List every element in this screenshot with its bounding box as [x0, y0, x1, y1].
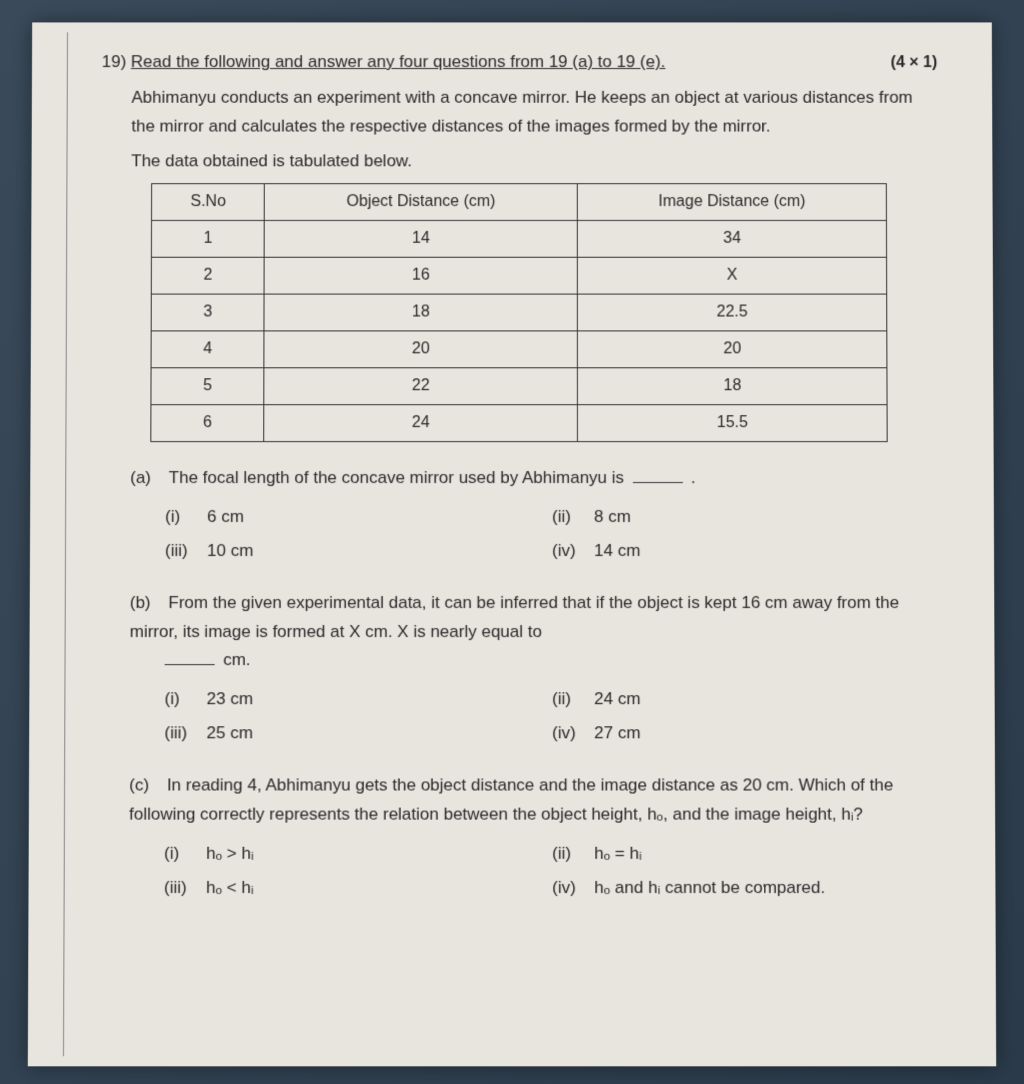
table-cell: 14: [265, 220, 578, 257]
table-cell: 3: [151, 294, 264, 331]
subquestion-text: From the given experimental data, it can…: [130, 593, 900, 641]
table-cell: X: [577, 257, 887, 294]
table-cell: 6: [151, 404, 264, 441]
option-label: (iv): [552, 878, 594, 898]
option: (iii) 10 cm: [165, 541, 552, 561]
option-text: 27 cm: [594, 724, 640, 744]
subquestion-c: (c) In reading 4, Abhimanyu gets the obj…: [99, 772, 941, 898]
table-cell: 20: [264, 331, 577, 368]
table-cell: 18: [264, 294, 577, 331]
marks-label: (4 × 1): [891, 54, 938, 72]
option-label: (ii): [552, 690, 594, 710]
table-header: S.No: [152, 183, 265, 220]
subquestion-a: (a) The focal length of the concave mirr…: [100, 464, 939, 561]
option-text: 23 cm: [207, 690, 253, 710]
option: (iii) 25 cm: [164, 724, 552, 744]
table-row: 5 22 18: [151, 368, 887, 405]
option: (i) 6 cm: [165, 507, 552, 527]
option-text: hₒ = hᵢ: [594, 844, 642, 864]
option-label: (iii): [164, 724, 206, 744]
table-cell: 4: [151, 331, 264, 368]
option-text: 24 cm: [594, 690, 640, 710]
exam-paper-page: 19) Read the following and answer any fo…: [28, 22, 996, 1066]
table-cell: 1: [151, 220, 264, 257]
table-cell: 2: [151, 257, 264, 294]
question-paragraph: Abhimanyu conducts an experiment with a …: [101, 84, 937, 141]
options-grid: (i) hₒ > hᵢ (ii) hₒ = hᵢ (iii) hₒ < hᵢ (…: [129, 844, 941, 898]
table-cell: 18: [577, 368, 887, 405]
option-text: hₒ > hᵢ: [206, 844, 254, 864]
table-cell: 24: [264, 404, 577, 441]
option: (i) 23 cm: [164, 690, 552, 710]
question-number: 19): [102, 52, 127, 71]
option-label: (i): [165, 507, 207, 527]
option-label: (iv): [552, 541, 594, 561]
table-cell: 34: [577, 220, 887, 257]
subquestion-label: (b): [130, 593, 151, 612]
table-header-row: S.No Object Distance (cm) Image Distance…: [152, 183, 887, 220]
option: (ii) 8 cm: [552, 507, 939, 527]
subquestion-label: (c): [129, 776, 149, 795]
table-cell: 22.5: [577, 294, 887, 331]
option-text: 8 cm: [594, 507, 631, 527]
option: (i) hₒ > hᵢ: [164, 844, 552, 864]
heading-text: Read the following and answer any four q…: [131, 52, 666, 71]
table-row: 1 14 34: [151, 220, 886, 257]
subquestion-text-after: cm.: [223, 651, 250, 670]
subquestion-text-after: .: [691, 468, 696, 487]
options-grid: (i) 23 cm (ii) 24 cm (iii) 25 cm (iv) 27…: [129, 690, 939, 744]
table-row: 4 20 20: [151, 331, 887, 368]
table-cell: 16: [265, 257, 578, 294]
question-heading: 19) Read the following and answer any fo…: [102, 52, 938, 72]
option-text: 10 cm: [207, 541, 253, 561]
option-label: (i): [164, 844, 206, 864]
option-label: (i): [164, 690, 206, 710]
option-text: 14 cm: [594, 541, 640, 561]
option-label: (ii): [552, 844, 594, 864]
option-text: hₒ and hᵢ cannot be compared.: [594, 878, 825, 898]
table-intro: The data obtained is tabulated below.: [101, 151, 937, 171]
subquestion-text: The focal length of the concave mirror u…: [169, 468, 624, 487]
option-label: (iii): [164, 878, 206, 898]
option-label: (ii): [552, 507, 594, 527]
table-row: 6 24 15.5: [151, 404, 888, 441]
option-text: hₒ < hᵢ: [206, 878, 254, 898]
option: (iv) 14 cm: [552, 541, 939, 561]
data-table: S.No Object Distance (cm) Image Distance…: [150, 183, 888, 442]
table-row: 2 16 X: [151, 257, 887, 294]
table-cell: 22: [264, 368, 577, 405]
table-cell: 15.5: [577, 404, 887, 441]
blank-fill: [165, 650, 215, 666]
table-cell: 5: [151, 368, 264, 405]
table-row: 3 18 22.5: [151, 294, 887, 331]
option: (iv) 27 cm: [552, 724, 940, 744]
options-grid: (i) 6 cm (ii) 8 cm (iii) 10 cm (iv) 14 c…: [130, 507, 939, 561]
option-text: 25 cm: [206, 724, 252, 744]
table-header: Object Distance (cm): [265, 183, 578, 220]
option: (iii) hₒ < hᵢ: [164, 878, 552, 898]
table-header: Image Distance (cm): [577, 183, 887, 220]
option: (ii) hₒ = hᵢ: [552, 844, 940, 864]
option: (ii) 24 cm: [552, 690, 940, 710]
option-text: 6 cm: [207, 507, 244, 527]
blank-fill: [632, 467, 682, 483]
option: (iv) hₒ and hᵢ cannot be compared.: [552, 878, 940, 898]
option-label: (iii): [165, 541, 207, 561]
subquestion-text: In reading 4, Abhimanyu gets the object …: [129, 776, 893, 824]
subquestion-b: (b) From the given experimental data, it…: [99, 589, 939, 744]
option-label: (iv): [552, 724, 594, 744]
table-cell: 20: [577, 331, 887, 368]
subquestion-label: (a): [130, 468, 151, 487]
